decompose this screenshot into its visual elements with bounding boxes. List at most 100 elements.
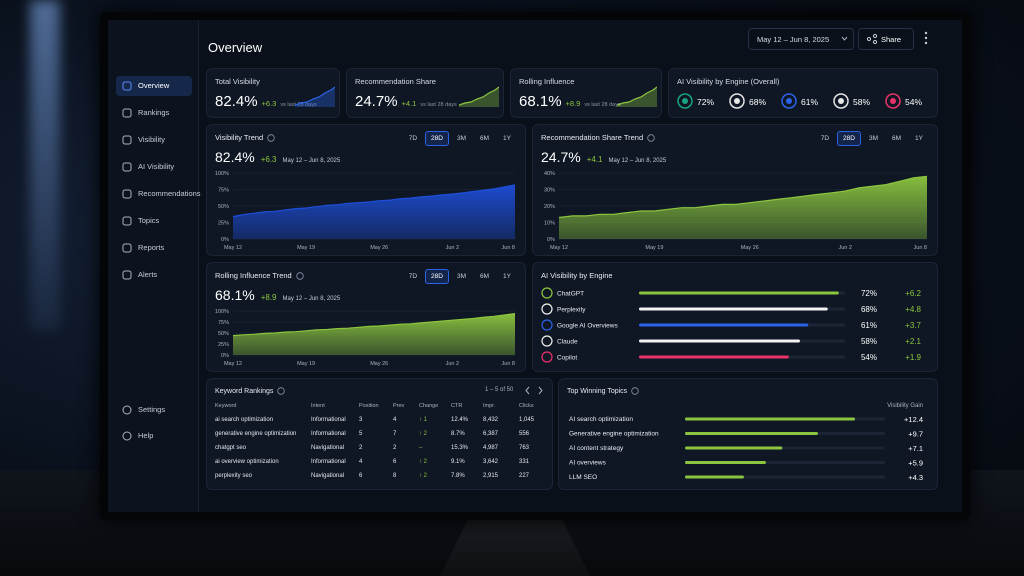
range-button[interactable]: 3M [868,135,879,142]
sparkline-area [459,87,499,107]
engine-icon [541,351,553,363]
range-button[interactable]: 28D [425,131,449,146]
table-cell: Navigational [311,473,345,479]
nav-item[interactable]: Visibility [116,130,192,150]
engine-value: 68% [749,97,767,107]
info-icon [647,133,655,142]
value-row: 68.1% +8.9 May 12 – Jun 8, 2025 [215,287,340,303]
column-header: Clicks [519,403,534,409]
nav-icon [122,108,132,118]
nav-item[interactable]: Alerts [116,265,192,285]
table-cell: 7 [393,431,397,437]
keyword-table-card: Keyword Rankings 1 – 5 of 50 Keyword Intent… [206,378,553,490]
pagination-nav[interactable] [523,386,547,395]
card-header: Top Winning Topics [567,387,639,395]
more-menu[interactable] [920,30,932,46]
table-cell: Navigational [311,445,345,451]
value-row: 82.4% +6.3 May 12 – Jun 8, 2025 [215,149,340,165]
engine-value: 61% [801,97,819,107]
kpi-value: 68.1% [519,93,562,110]
engine-icon [541,303,553,315]
range-selector: 7D 28D 3M 6M 1Y [403,269,517,284]
value-label: +9.7 [908,430,923,439]
range-button[interactable]: 28D [425,269,449,284]
table-cell: 15.3% [451,445,469,451]
share-dot [873,40,877,44]
range-button[interactable]: 1Y [915,135,923,142]
table-cell: ai overview optimization [215,459,279,465]
range-button[interactable]: 1Y [503,273,511,280]
info-circle [277,387,286,395]
nav-label: Help [138,431,154,440]
bar [685,432,818,435]
engine-icon [781,93,797,109]
y-tick-label: 100% [215,309,229,315]
trend-card: Rolling Influence Trend 7D 28D 3M 6M 1Y 68.1% +… [206,262,526,372]
share-label: Share [881,35,902,44]
kpi-delta: +6.3 [261,99,277,108]
nav-icon [122,270,132,280]
y-tick-label: 50% [218,331,229,337]
engine-name: ChatGPT [557,291,584,298]
nav-label: Alerts [138,270,158,279]
share-button[interactable]: Share [858,28,914,50]
engine-icon [541,335,553,347]
table-cell: 556 [519,431,530,437]
range-button[interactable]: 3M [456,135,467,142]
area-edge [558,175,928,219]
sidebar: Overview Rankings Visibility AI Visibility R… [108,20,201,512]
trend-chart: 0% 10% 20% 30% 40% May 12 May 19 May 26 Jun 2 Jun… [544,171,928,251]
nav-item[interactable]: Rankings [116,103,192,123]
delta-label: +3.7 [905,321,921,330]
nav-item[interactable]: Reports [116,238,192,258]
x-tick-label: May 12 [224,361,242,367]
engine-name: Claude [557,339,578,346]
engine-icon [541,287,553,299]
bar [685,475,744,479]
kpi-row: 82.4% +6.3 vs last 28 days [215,93,317,110]
delta-label: +2.1 [905,337,921,346]
table-cell: ↑ 2 [419,459,428,465]
column-header: Change [419,403,439,409]
range-button[interactable]: 1Y [503,135,511,142]
range-button[interactable]: 3M [456,273,467,280]
range-button[interactable]: 6M [480,135,490,142]
range-button[interactable]: 28D [837,131,861,146]
nav-item[interactable]: AI Visibility [116,157,192,177]
table-cell: perplexity seo [215,473,253,479]
nav-icon-shape [122,216,132,226]
date-range-button[interactable]: May 12 – Jun 8, 2025 [748,28,854,50]
info-icon [296,271,304,280]
engine-value: 54% [905,97,923,107]
column-header: Intent [311,403,325,409]
column-header: Visibility Gain [887,403,923,409]
table-cell: 331 [519,459,530,465]
monitor-stand [440,515,590,576]
nav-item[interactable]: Settings [116,400,192,420]
nav-label: Topics [138,216,160,225]
range-button[interactable]: 6M [480,273,490,280]
kpi-note: vs last 28 days [420,102,457,108]
share-dot [873,34,877,38]
range-button[interactable]: 7D [408,273,418,280]
range-button[interactable]: 6M [892,135,902,142]
nav-item[interactable]: Help [116,426,192,446]
screen: Overview Rankings Visibility AI Visibility R… [108,20,962,512]
nav-icon-shape [122,108,132,118]
nav-icon [122,243,132,253]
x-tick-label: May 26 [370,361,388,367]
nav-icon [122,189,132,199]
nav-label: Overview [138,81,170,90]
nav-item[interactable]: Overview [116,76,192,96]
value-row: 24.7% +4.1 May 12 – Jun 8, 2025 [541,149,666,165]
y-tick-label: 50% [218,204,229,210]
nav-item[interactable]: Topics [116,211,192,231]
range-selector: 7D 28D 3M 6M 1Y [403,131,517,146]
table-cell: 4,987 [483,445,499,451]
range-button[interactable]: 7D [408,135,418,142]
engine-icon [885,93,901,109]
nav-item[interactable]: Recommendations [116,184,201,204]
range-button[interactable]: 7D [820,135,830,142]
table-cell: 2 [359,445,363,451]
trend-chart: 0% 25% 50% 75% 100% May 12 May 19 May 26 Jun 2 Ju… [215,171,516,251]
